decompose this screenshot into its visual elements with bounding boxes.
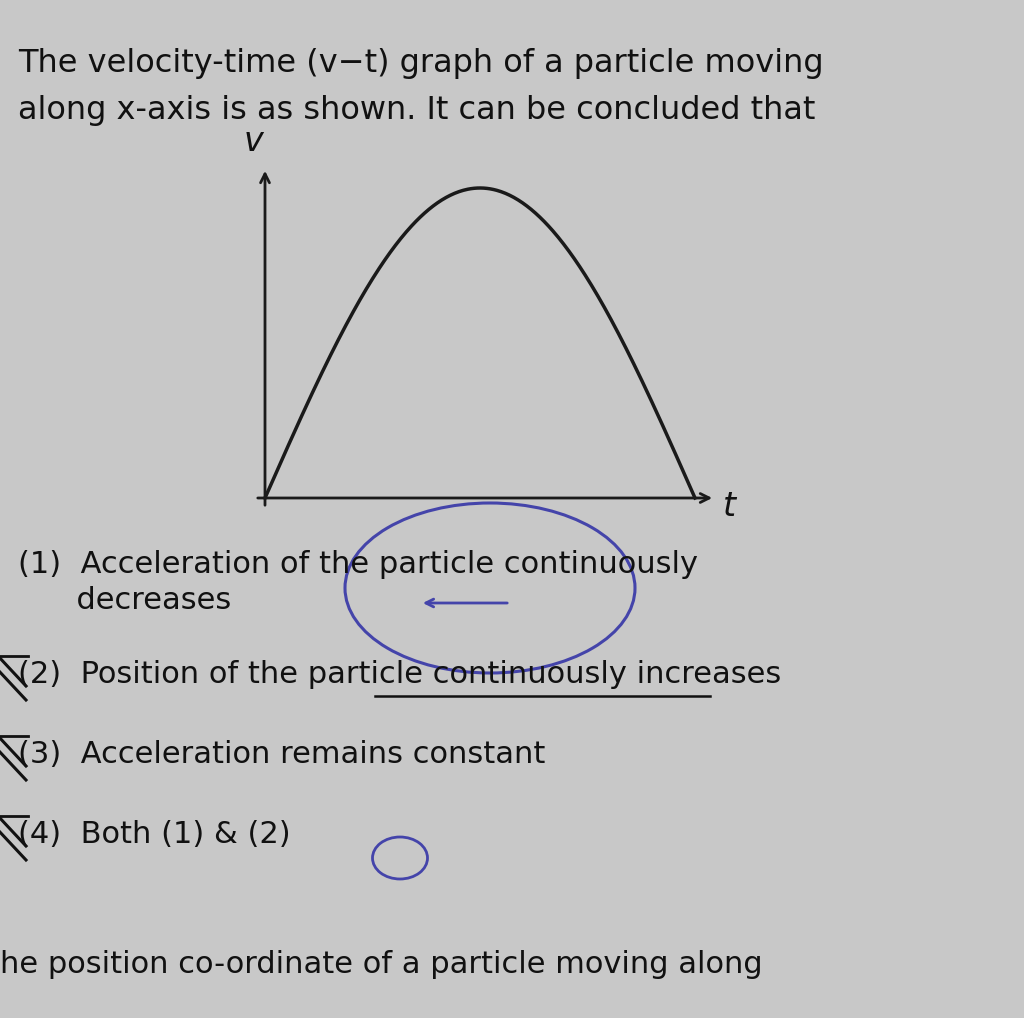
Text: (3)  Acceleration remains constant: (3) Acceleration remains constant — [18, 740, 546, 769]
Text: (1)  Acceleration of the particle continuously: (1) Acceleration of the particle continu… — [18, 550, 698, 579]
Text: v: v — [243, 125, 263, 158]
Text: t: t — [723, 490, 736, 522]
Text: (4)  Both (1) & (2): (4) Both (1) & (2) — [18, 821, 291, 849]
Text: (2)  Position of the particle continuously increases: (2) Position of the particle continuousl… — [18, 660, 781, 689]
Text: The velocity-time (v−t) graph of a particle moving: The velocity-time (v−t) graph of a parti… — [18, 48, 823, 79]
Text: decreases: decreases — [18, 586, 231, 615]
Text: along x-axis is as shown. It can be concluded that: along x-axis is as shown. It can be conc… — [18, 95, 815, 126]
Text: he position co-ordinate of a particle moving along: he position co-ordinate of a particle mo… — [0, 950, 763, 979]
